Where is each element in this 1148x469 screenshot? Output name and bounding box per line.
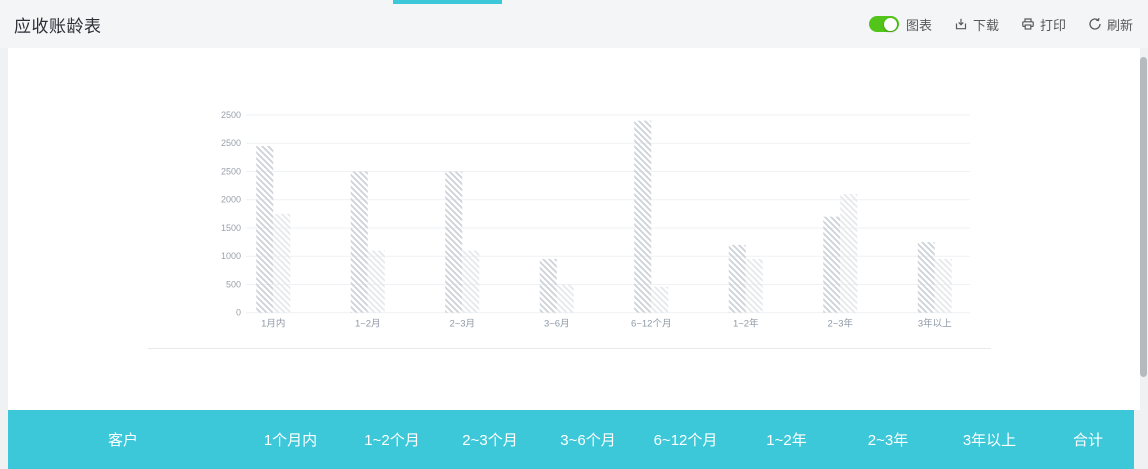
page-header: 应收账龄表 图表 下载 [0, 0, 1148, 48]
bar-series-1-1~2月[interactable] [350, 171, 368, 313]
bar-series-1-2~3月[interactable] [445, 171, 463, 313]
bar-series-1-6~12个月[interactable] [634, 120, 652, 313]
table-header-cell-6: 1~2年 [766, 432, 807, 449]
y-axis-tick-label-6: 2500 [221, 138, 241, 148]
y-axis-tick-label-0: 0 [236, 308, 241, 318]
y-axis-tick-label-1: 500 [226, 279, 241, 289]
chart-toggle-label: 图表 [905, 17, 932, 33]
y-axis-tick-label-5: 2500 [221, 166, 241, 176]
x-axis-category-label-7: 3年以上 [918, 318, 952, 330]
x-axis-category-label-5: 1~2年 [733, 318, 759, 330]
toggle-knob-icon [884, 17, 898, 31]
download-icon [955, 18, 967, 30]
x-axis-category-label-4: 6~12个月 [631, 319, 671, 330]
bar-series-2-6~12个月[interactable] [651, 286, 669, 313]
table-header-cell-0: 客户 [107, 432, 138, 449]
table-header-cell-1: 1个月内 [263, 432, 318, 449]
print-icon [1022, 18, 1034, 30]
bar-series-1-2~3年[interactable] [823, 216, 841, 313]
bar-series-1-1~2年[interactable] [728, 244, 746, 313]
y-axis-tick-label-7: 2500 [221, 110, 241, 120]
refresh-icon [1089, 18, 1101, 30]
table-header-cell-8: 3年以上 [962, 432, 1017, 449]
table-header-cell-3: 2~3个月 [462, 432, 518, 449]
chart-toggle-group: 图表 [868, 15, 932, 34]
print-button[interactable]: 打印 [1021, 15, 1066, 34]
table-header-cell-5: 6~12个月 [653, 432, 718, 449]
bar-series-2-2~3月[interactable] [462, 250, 480, 313]
download-label: 下载 [972, 17, 999, 33]
chart-bars [256, 120, 952, 313]
top-accent-strip [393, 0, 502, 4]
refresh-label: 刷新 [1106, 17, 1133, 33]
bar-series-1-3~6月[interactable] [539, 259, 557, 313]
chart-axis-labels: 0 500 1000 1500 2000 2500 2500 2500 1月内 1~2月 2~3月 3… [221, 110, 952, 330]
bar-series-2-1~2年[interactable] [745, 259, 763, 313]
y-axis-tick-label-2: 1000 [221, 251, 241, 261]
y-axis-tick-label-4: 2000 [221, 195, 241, 205]
x-axis-category-label-6: 2~3年 [827, 318, 853, 330]
table-header-cell-9: 合计 [1072, 432, 1103, 449]
bar-series-2-3~6月[interactable] [556, 284, 574, 313]
table-header-cell-7: 2~3年 [867, 432, 909, 449]
bar-series-2-1月内[interactable] [273, 213, 291, 313]
y-axis-tick-label-3: 1500 [221, 223, 241, 233]
bar-series-1-3年以上[interactable] [917, 242, 935, 313]
chart-card: 0 500 1000 1500 2000 2500 2500 2500 1月内 1~2月 2~3月 3… [8, 48, 1140, 410]
x-axis-category-label-3: 3~6月 [544, 319, 570, 330]
table-header-cell-2: 1~2个月 [364, 432, 420, 449]
x-axis-category-label-0: 1月内 [261, 318, 285, 330]
x-axis-category-label-2: 2~3月 [449, 319, 475, 330]
table-header-cell-4: 3~6个月 [560, 432, 616, 449]
print-label: 打印 [1039, 17, 1066, 33]
chart-toggle-switch[interactable] [868, 16, 899, 32]
bar-series-2-1~2月[interactable] [367, 250, 385, 313]
aging-table-header-row: 客户 1个月内 1~2个月 2~3个月 3~6个月 6~12个月 1~2年 2~3年 3年以上 合… [8, 410, 1134, 469]
bar-series-2-3年以上[interactable] [934, 259, 952, 313]
bar-series-1-1月内[interactable] [256, 146, 274, 313]
bar-series-2-2~3年[interactable] [840, 194, 858, 313]
toolbar: 图表 下载 打印 [868, 15, 1133, 34]
x-axis-category-label-1: 1~2月 [355, 319, 381, 330]
refresh-button[interactable]: 刷新 [1088, 15, 1133, 34]
page-title: 应收账龄表 [14, 16, 102, 36]
aging-bar-chart[interactable]: 0 500 1000 1500 2000 2500 2500 2500 1月内 1~2月 2~3月 3… [8, 48, 1140, 410]
vertical-scrollbar[interactable] [1140, 57, 1147, 377]
download-button[interactable]: 下载 [954, 15, 999, 34]
